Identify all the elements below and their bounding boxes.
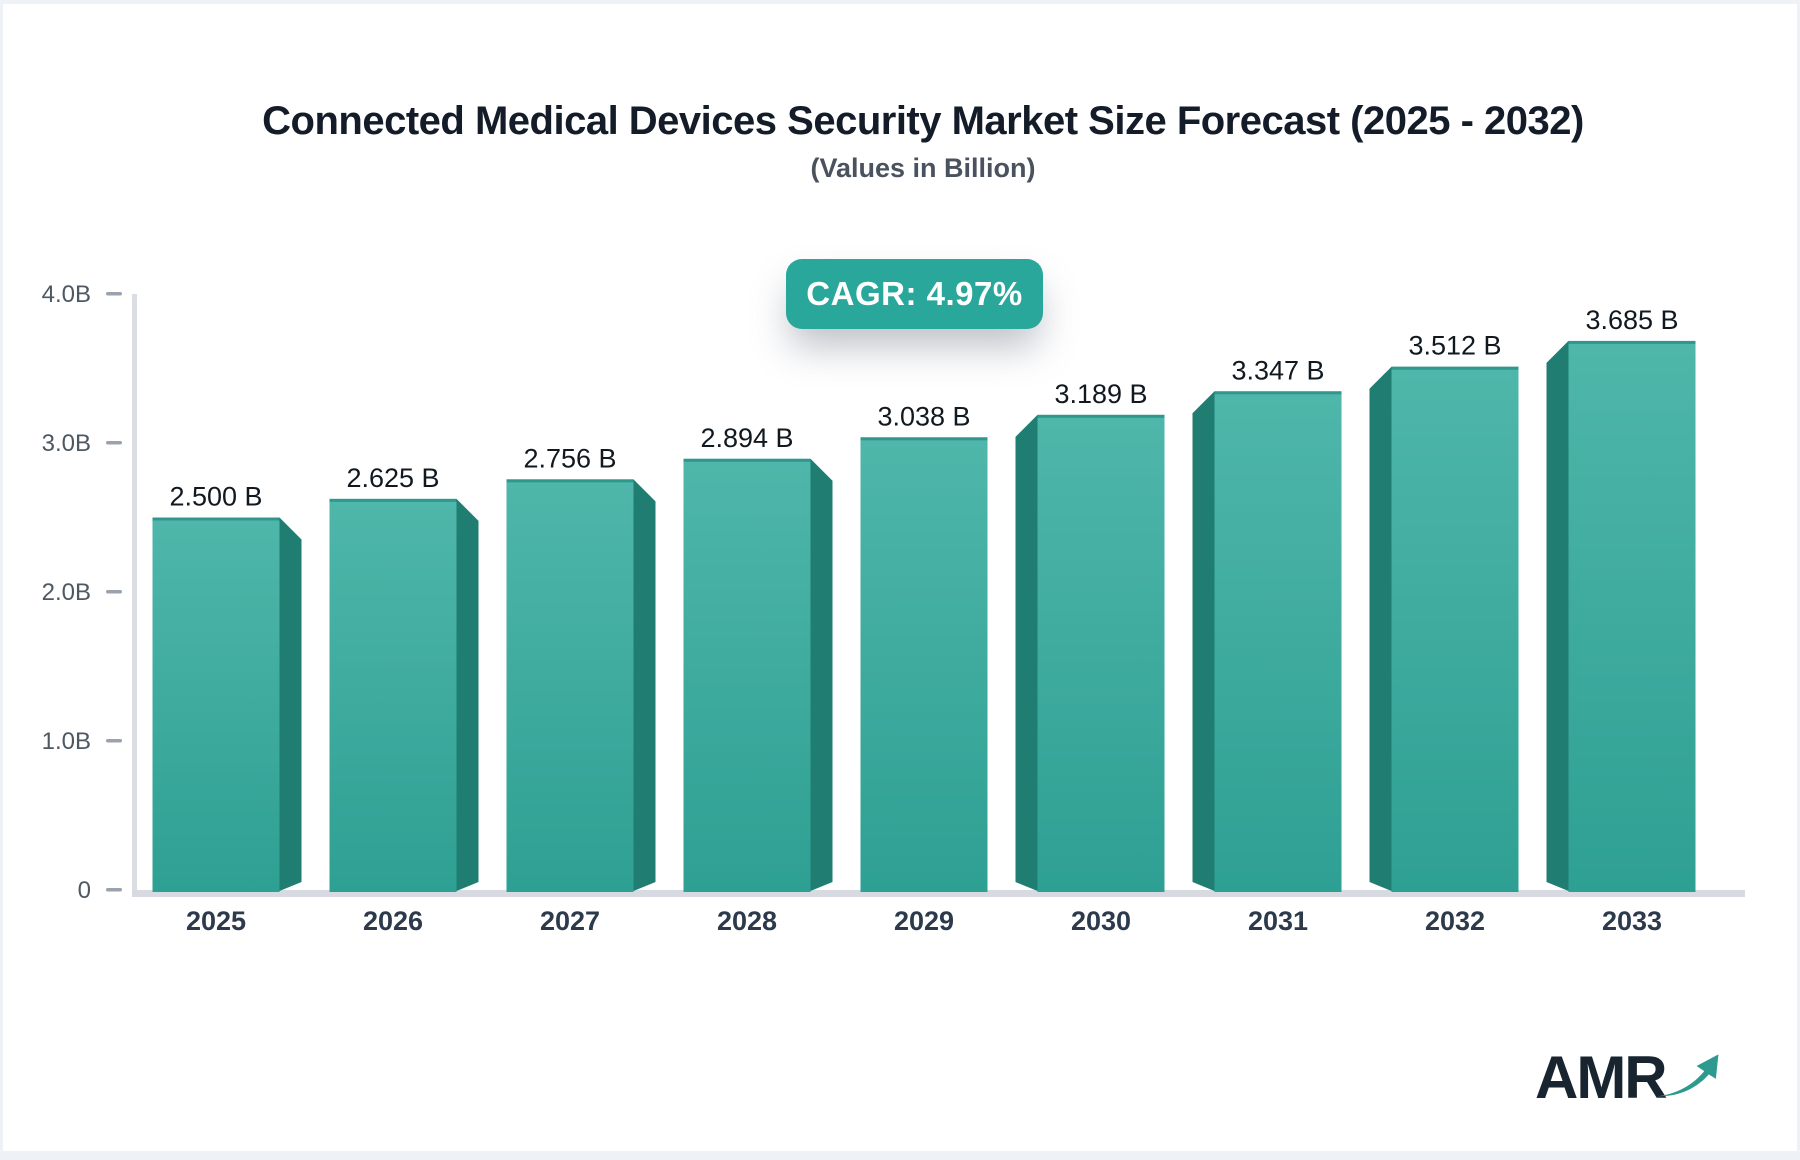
y-axis-tick: [106, 888, 122, 892]
bar-value-label: 2.894 B: [700, 423, 793, 453]
bar-value-label: 3.038 B: [877, 401, 970, 431]
bar-side-face: [1015, 414, 1038, 891]
y-axis-tick: [106, 441, 122, 445]
y-axis-tick-label: 4.0B: [42, 281, 91, 308]
bar-side-face: [279, 517, 302, 891]
bar-value-label: 2.625 B: [346, 463, 439, 493]
bar-side-face: [1369, 366, 1392, 891]
bar-side-face: [810, 458, 833, 891]
y-axis-tick: [106, 292, 122, 296]
bar-top-edge: [506, 479, 634, 483]
cagr-badge-label: CAGR: 4.97%: [806, 275, 1023, 312]
bar-side-face: [1546, 340, 1569, 891]
bar-chart: 0 1.0B 2.0B 3.0B 4.0B 2.500 B 2025 2.625 B 2026 2…: [42, 281, 1745, 936]
x-axis-label: 2030: [1071, 906, 1131, 936]
chart-subtitle: (Values in Billion): [810, 153, 1036, 183]
x-axis-label: 2032: [1425, 906, 1485, 936]
bar-value-label: 2.756 B: [523, 443, 616, 473]
bar-2026: [329, 498, 457, 892]
x-axis-label: 2029: [894, 906, 954, 936]
bar-top-edge: [152, 517, 280, 521]
y-axis-tick-label: 3.0B: [42, 430, 91, 457]
bar-value-label: 3.512 B: [1408, 331, 1501, 361]
bar-2025: [152, 517, 280, 892]
y-axis-tick-label: 0: [78, 877, 91, 904]
y-axis-tick-label: 2.0B: [42, 579, 91, 606]
x-axis-label: 2033: [1602, 906, 1662, 936]
bar-2033: [1568, 340, 1696, 892]
bar-top-edge: [1568, 340, 1696, 344]
bar-2030: [1037, 414, 1165, 892]
bar-value-label: 3.685 B: [1585, 305, 1678, 335]
amr-logo: AMR: [1535, 1037, 1720, 1119]
bar-2032: [1391, 366, 1519, 892]
bar-value-label: 2.500 B: [169, 482, 262, 512]
bar-side-face: [1192, 391, 1215, 891]
x-axis-label: 2028: [717, 906, 777, 936]
x-axis-line: [132, 890, 1745, 897]
bar-top-edge: [1391, 366, 1519, 370]
bar-top-edge: [329, 498, 457, 502]
y-axis-tick: [106, 590, 122, 594]
x-axis-label: 2025: [186, 906, 246, 936]
bar-side-face: [456, 498, 479, 891]
bar-value-label: 3.189 B: [1054, 379, 1147, 409]
bar-top-edge: [1214, 391, 1342, 395]
bar-top-edge: [683, 458, 811, 462]
x-axis-label: 2026: [363, 906, 423, 936]
bar-2029: [860, 437, 988, 892]
bar-2028: [683, 458, 811, 892]
bar-value-label: 3.347 B: [1231, 355, 1324, 385]
growth-arrow-icon: [1656, 1054, 1719, 1097]
x-axis-label: 2027: [540, 906, 600, 936]
cagr-badge: CAGR: 4.97%: [786, 259, 1043, 329]
y-axis-line: [132, 294, 137, 890]
bar-2027: [506, 479, 634, 892]
amr-logo-text: AMR: [1535, 1044, 1668, 1111]
bar-2031: [1214, 391, 1342, 892]
y-axis-tick-label: 1.0B: [42, 728, 91, 755]
bar-top-edge: [1037, 414, 1165, 418]
bar-top-edge: [860, 437, 988, 441]
chart-title: Connected Medical Devices Security Marke…: [262, 99, 1584, 143]
x-axis-label: 2031: [1248, 906, 1308, 936]
y-axis-tick: [106, 739, 122, 743]
chart-card: Connected Medical Devices Security Marke…: [3, 4, 1797, 1151]
bar-side-face: [633, 479, 656, 891]
